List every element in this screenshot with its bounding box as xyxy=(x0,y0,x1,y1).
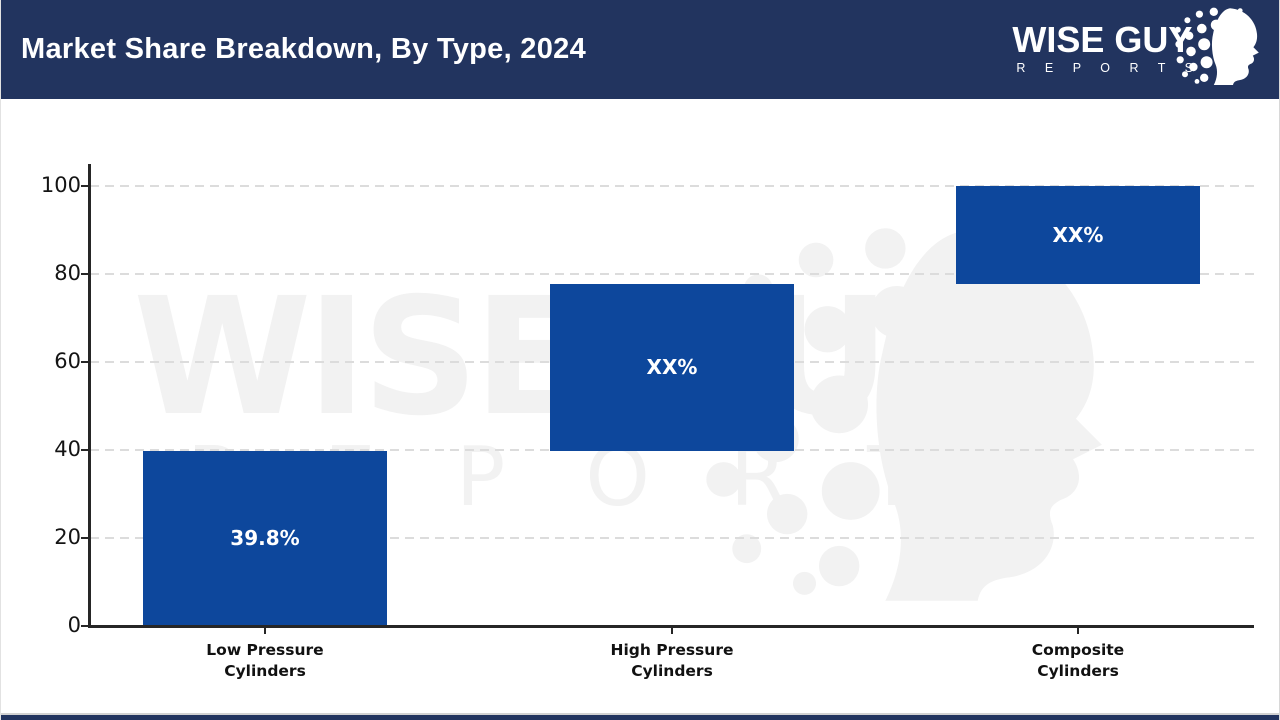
wiseguy-logo: WISE GUY R E P O R T S xyxy=(1012,4,1269,88)
page-title: Market Share Breakdown, By Type, 2024 xyxy=(21,33,587,65)
y-tick-mark xyxy=(81,273,89,275)
x-category-label: High Pressure Cylinders xyxy=(610,641,734,681)
footer-bar xyxy=(1,715,1279,720)
logo-subtitle: R E P O R T S xyxy=(1016,60,1201,75)
y-tick-mark xyxy=(81,185,89,187)
y-tick-label: 0 xyxy=(67,613,81,637)
bar-value-label: XX% xyxy=(1052,222,1104,247)
header: Market Share Breakdown, By Type, 2024 WI… xyxy=(1,0,1279,99)
bar-segment: 39.8% xyxy=(143,450,387,626)
bar-value-label: 39.8% xyxy=(230,526,300,551)
chart-area: WISE GUY R E P O R T S 0 20 40 60 80 100 39.8%… xyxy=(1,99,1279,713)
y-tick-label: 80 xyxy=(54,261,81,285)
wiseguy-face-icon xyxy=(1174,7,1259,86)
y-tick-label: 40 xyxy=(54,437,81,461)
bar-value-label: XX% xyxy=(646,355,698,380)
gridline xyxy=(90,273,1254,275)
x-tick-mark xyxy=(1077,626,1079,634)
x-category-label: Low Pressure Cylinders xyxy=(206,641,324,681)
logo-wordmark: WISE GUY xyxy=(1012,18,1193,60)
bar-segment: XX% xyxy=(550,283,794,451)
logo-text: WISE GUY R E P O R T S xyxy=(1012,18,1201,75)
x-category-label: Composite Cylinders xyxy=(1031,641,1125,681)
bar-segment: XX% xyxy=(956,186,1200,284)
y-tick-mark xyxy=(81,625,89,627)
gridline xyxy=(90,537,1254,539)
y-tick-mark xyxy=(81,361,89,363)
y-tick-label: 20 xyxy=(54,525,81,549)
x-tick-mark xyxy=(671,626,673,634)
gridline xyxy=(90,185,1254,187)
y-tick-label: 60 xyxy=(54,349,81,373)
y-tick-label: 100 xyxy=(40,173,81,197)
y-tick-mark xyxy=(81,537,89,539)
bottom-hairline xyxy=(1,713,1279,715)
y-tick-mark xyxy=(81,449,89,451)
y-axis xyxy=(88,164,91,627)
x-tick-mark xyxy=(264,626,266,634)
